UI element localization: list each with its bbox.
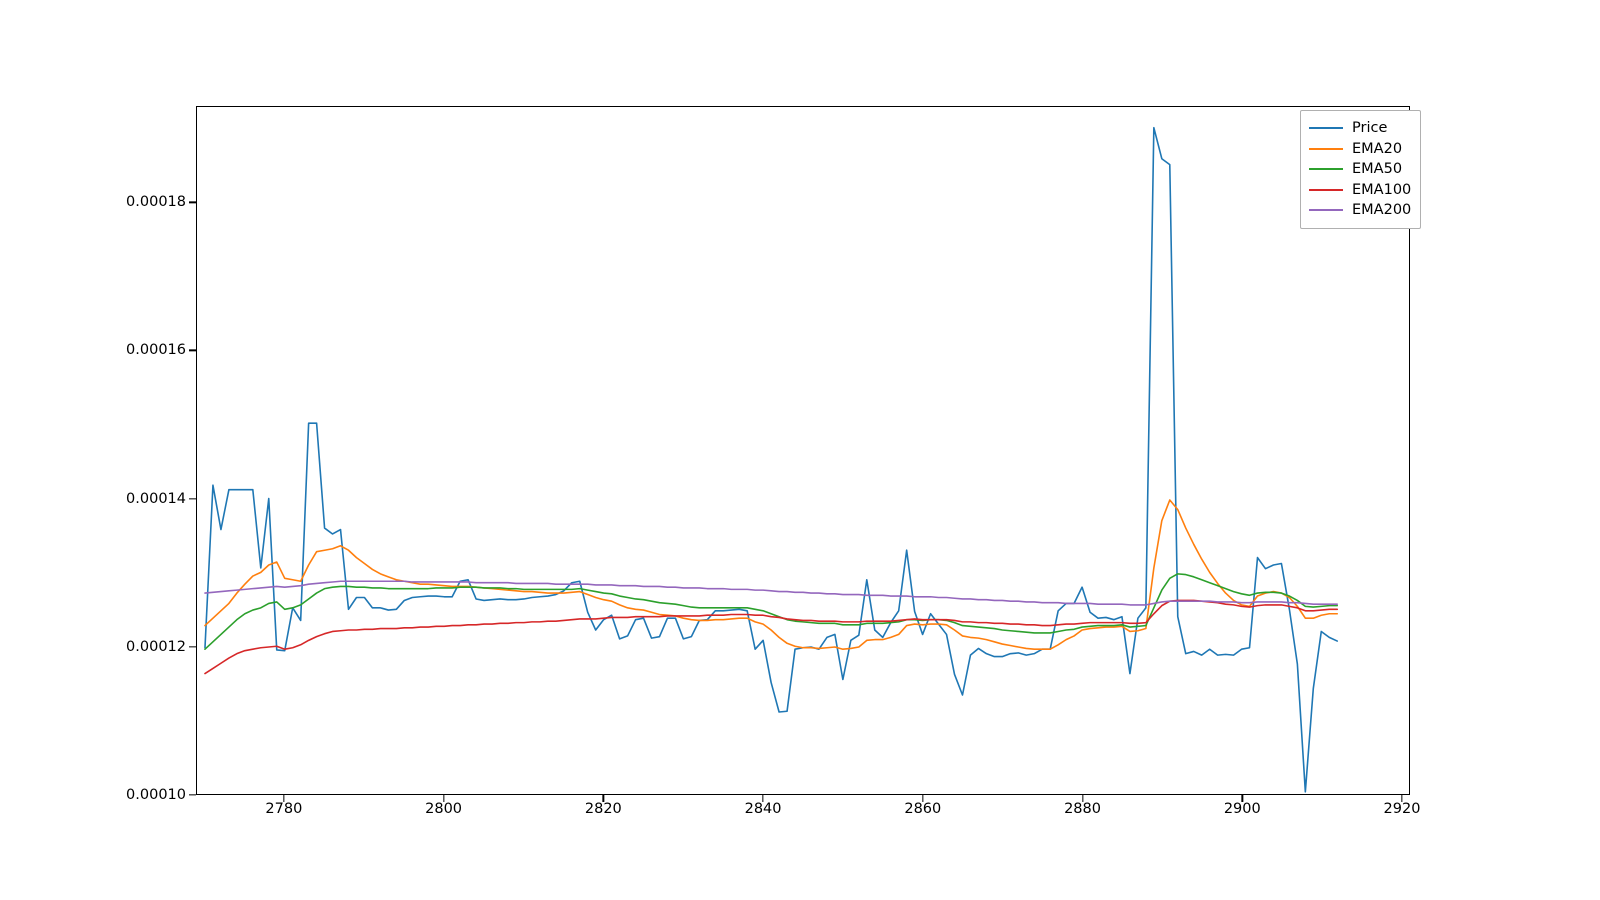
x-tickmark xyxy=(283,795,285,802)
legend-item-price[interactable]: Price xyxy=(1309,118,1411,139)
y-tickmark xyxy=(189,646,196,648)
legend-item-ema100[interactable]: EMA100 xyxy=(1309,180,1411,201)
y-tickmark xyxy=(189,349,196,352)
legend-item-label: EMA50 xyxy=(1352,161,1403,177)
y-tickmark xyxy=(189,497,196,500)
x-tick-label: 2780 xyxy=(265,801,303,817)
x-tick-label: 2800 xyxy=(425,801,463,817)
y-tick-label: 0.00018 xyxy=(126,194,186,211)
x-tickmark xyxy=(1081,795,1084,802)
legend-item-label: EMA200 xyxy=(1352,202,1412,218)
legend-color-swatch xyxy=(1309,147,1343,150)
x-tickmark xyxy=(602,795,604,802)
x-tick-label: 2880 xyxy=(1064,801,1101,817)
series-line-ema100 xyxy=(205,600,1337,673)
series-line-ema50 xyxy=(205,574,1337,649)
x-tickmark xyxy=(922,795,924,802)
y-tick-label: 0.00016 xyxy=(126,342,186,359)
x-axis-tick-labels: 2780 2800 2820 2840 2860 2880 2900 2920 xyxy=(0,801,1600,841)
x-tick-label: 2860 xyxy=(904,801,942,817)
x-tickmark xyxy=(762,795,764,802)
legend-color-swatch xyxy=(1309,188,1343,191)
legend-item-ema20[interactable]: EMA20 xyxy=(1309,139,1411,160)
y-axis-tick-labels: 0.00010 0.00012 0.00014 0.00016 0.00018 xyxy=(0,0,186,900)
legend-color-swatch xyxy=(1309,127,1343,130)
x-tickmark xyxy=(442,795,445,802)
x-tickmark xyxy=(1241,795,1243,802)
chart-lines-svg xyxy=(197,107,1409,794)
legend-item-label: EMA100 xyxy=(1352,181,1412,198)
series-line-ema20 xyxy=(205,500,1337,649)
x-tick-label: 2840 xyxy=(744,801,782,817)
x-tick-label: 2820 xyxy=(584,801,622,817)
legend-item-ema200[interactable]: EMA200 xyxy=(1309,200,1411,221)
y-tickmark xyxy=(189,794,196,796)
series-line-ema200 xyxy=(205,581,1337,605)
x-tick-label: 2900 xyxy=(1223,801,1261,817)
x-tick-label: 2920 xyxy=(1383,801,1421,817)
legend-item-label: EMA20 xyxy=(1352,140,1403,157)
y-tick-label: 0.00010 xyxy=(126,787,186,803)
legend-item-ema50[interactable]: EMA50 xyxy=(1309,159,1411,180)
y-tick-label: 0.00014 xyxy=(126,490,186,507)
y-tickmark xyxy=(189,201,196,203)
legend-item-label: Price xyxy=(1352,120,1388,136)
legend-color-swatch xyxy=(1309,168,1343,171)
x-tickmark xyxy=(1401,795,1403,802)
chart-legend[interactable]: Price EMA20 EMA50 EMA100 EMA200 xyxy=(1300,110,1422,229)
series-line-price xyxy=(205,128,1337,792)
legend-color-swatch xyxy=(1309,209,1343,212)
plot-area xyxy=(196,106,1410,795)
y-tick-label: 0.00012 xyxy=(126,638,186,655)
